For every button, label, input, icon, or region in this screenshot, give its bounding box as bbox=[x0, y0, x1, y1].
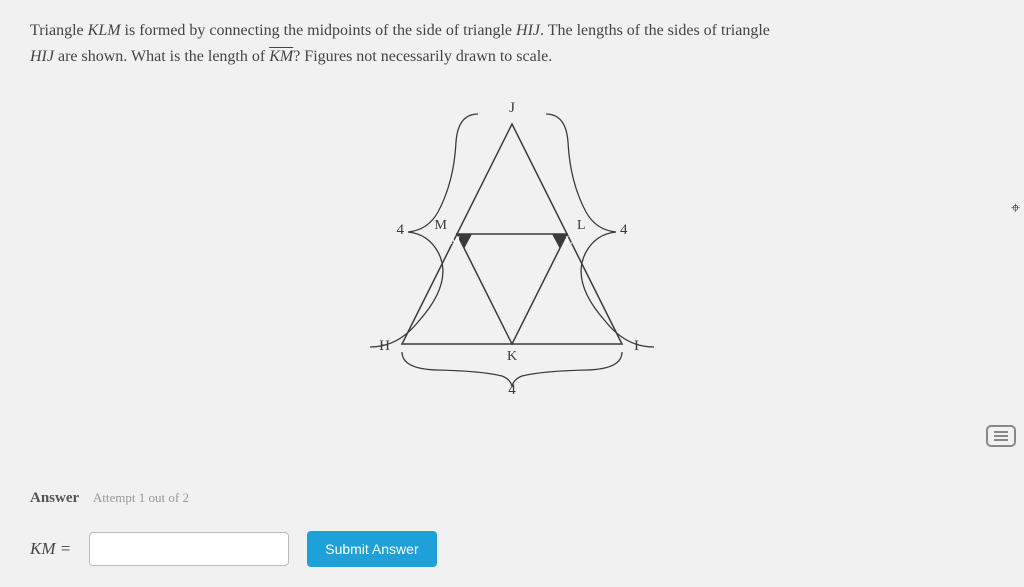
length-hj: 4 bbox=[397, 222, 405, 238]
brace-ij bbox=[546, 114, 654, 347]
brace-hj bbox=[370, 114, 478, 347]
submit-button[interactable]: Submit Answer bbox=[307, 531, 436, 567]
q-tri3: HIJ bbox=[30, 48, 54, 65]
label-k: K bbox=[507, 349, 517, 364]
length-ij: 4 bbox=[620, 222, 628, 238]
label-m2: M bbox=[435, 218, 448, 233]
answer-input-row: KM = Submit Answer bbox=[30, 531, 437, 567]
q-text: Triangle bbox=[30, 22, 88, 39]
label-j: J bbox=[509, 100, 515, 116]
length-hi: 4 bbox=[508, 382, 516, 394]
q-tri2: HIJ bbox=[516, 22, 540, 39]
label-i: I bbox=[634, 338, 639, 354]
label-h: H bbox=[379, 338, 390, 354]
q-segment: KM bbox=[269, 48, 293, 65]
triangle-figure: J H I M L M L K 4 4 4 bbox=[342, 94, 682, 394]
km-label: KM = bbox=[30, 539, 71, 559]
figure-svg: J H I M L M L K 4 4 4 bbox=[342, 94, 682, 394]
q-text: ? Figures not necessarily drawn to scale… bbox=[293, 48, 552, 65]
inner-triangle bbox=[457, 234, 567, 344]
question-text: Triangle KLM is formed by connecting the… bbox=[0, 0, 1024, 69]
keyboard-icon[interactable] bbox=[986, 425, 1016, 447]
cursor-icon: ⌖ bbox=[1011, 200, 1020, 218]
label-l2: L bbox=[577, 218, 586, 233]
figure-container: J H I M L M L K 4 4 4 bbox=[0, 94, 1024, 394]
q-tri1: KLM bbox=[88, 22, 121, 39]
q-text: is formed by connecting the midpoints of… bbox=[121, 22, 516, 39]
q-text: . The lengths of the sides of triangle bbox=[540, 22, 770, 39]
label-m: M bbox=[450, 233, 461, 247]
q-text: are shown. What is the length of bbox=[54, 48, 269, 65]
answer-status: Answer Attempt 1 out of 2 bbox=[30, 490, 189, 507]
label-l: L bbox=[565, 233, 572, 247]
attempt-counter: Attempt 1 out of 2 bbox=[93, 490, 189, 505]
km-input[interactable] bbox=[89, 532, 289, 566]
answer-label: Answer bbox=[30, 490, 79, 506]
